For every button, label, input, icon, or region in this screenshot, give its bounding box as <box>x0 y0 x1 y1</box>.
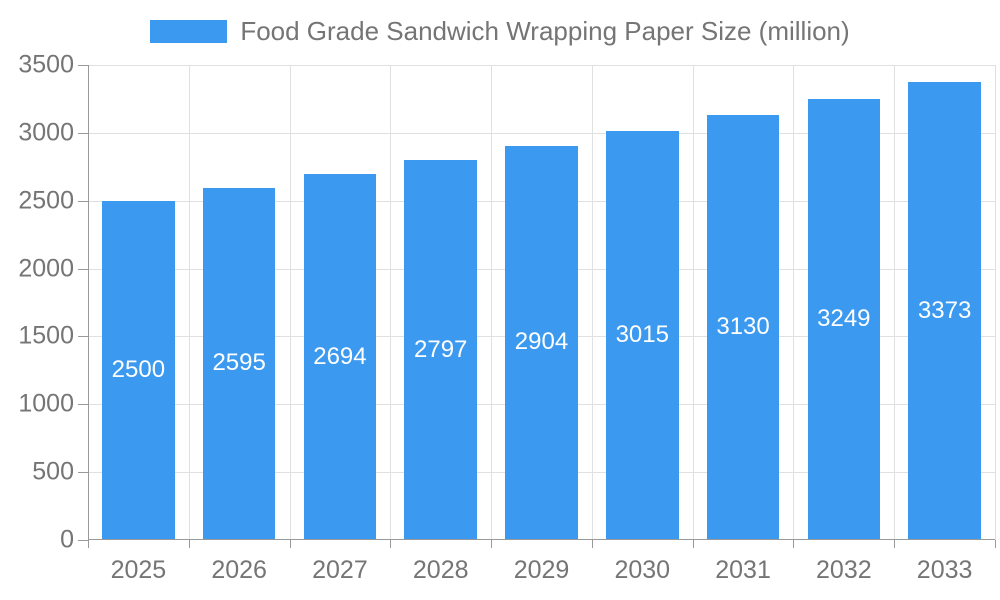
y-tick-label: 2500 <box>18 186 74 215</box>
y-tick-label: 3000 <box>18 118 74 147</box>
bar: 2797 <box>404 160 477 539</box>
plot-area: 2500 2595 2694 2797 2904 3015 3130 3249 3373 <box>78 65 996 548</box>
gridline-v <box>491 65 493 540</box>
bar-value-label: 3373 <box>917 296 972 324</box>
bar: 2500 <box>102 200 175 539</box>
bar-value-label: 2500 <box>111 355 166 383</box>
x-axis-tick <box>289 540 291 548</box>
y-axis-line <box>88 65 89 540</box>
bar: 2595 <box>202 187 276 539</box>
bar-value-label: 2904 <box>514 328 569 356</box>
y-axis-tick <box>78 200 88 202</box>
bar-value-label: 3249 <box>817 305 871 333</box>
gridline-h <box>88 132 995 134</box>
x-axis-tick <box>491 540 493 548</box>
gridline-v <box>289 65 291 540</box>
y-axis-tick <box>78 540 88 541</box>
y-tick-label: 3500 <box>18 50 74 79</box>
y-axis-tick <box>78 65 88 66</box>
gridline-v <box>894 65 896 540</box>
bar: 2904 <box>505 145 578 539</box>
gridline-v <box>188 65 190 540</box>
bar-value-label: 2595 <box>212 349 266 377</box>
x-axis-tick <box>894 540 896 548</box>
x-tick-label: 2030 <box>614 556 671 584</box>
x-axis-tick <box>188 540 190 548</box>
x-axis-tick <box>995 540 996 548</box>
bar: 3015 <box>605 130 679 539</box>
bar: 3130 <box>706 115 780 539</box>
legend-label: Food Grade Sandwich Wrapping Paper Size … <box>240 16 850 46</box>
y-axis-tick <box>78 268 88 270</box>
x-tick-label: 2027 <box>312 556 368 584</box>
y-tick-label: 1000 <box>18 389 74 418</box>
bar-value-label: 2797 <box>414 335 468 363</box>
gridline-v <box>995 65 996 540</box>
bar: 3249 <box>807 99 881 539</box>
x-axis-tick <box>390 540 392 548</box>
gridline-v <box>692 65 694 540</box>
x-tick-label: 2033 <box>916 556 973 584</box>
bar: 2694 <box>303 174 377 539</box>
gridline-v <box>591 65 593 540</box>
x-tick-label: 2032 <box>816 556 872 584</box>
x-axis-tick <box>591 540 593 548</box>
x-tick-label: 2026 <box>211 556 267 584</box>
y-axis-tick <box>78 404 88 406</box>
x-tick-label: 2025 <box>110 556 167 584</box>
legend[interactable]: Food Grade Sandwich Wrapping Paper Size … <box>0 16 1000 47</box>
x-axis-line <box>88 539 995 540</box>
y-axis-tick <box>78 132 88 134</box>
x-tick-label: 2031 <box>715 556 771 584</box>
bar-value-label: 3130 <box>716 313 770 341</box>
x-axis-tick <box>793 540 795 548</box>
bar: 3373 <box>908 82 981 539</box>
gridline-v <box>793 65 795 540</box>
x-axis-tick <box>88 540 89 548</box>
legend-swatch-icon <box>150 20 228 43</box>
x-axis-tick <box>692 540 694 548</box>
y-axis-tick <box>78 472 88 474</box>
y-tick-label: 1500 <box>18 321 74 350</box>
gridline-v <box>390 65 392 540</box>
gridline-h <box>88 65 995 66</box>
y-tick-label: 500 <box>32 457 74 486</box>
y-axis-tick <box>78 336 88 338</box>
x-tick-label: 2029 <box>513 556 570 584</box>
bar-value-label: 2694 <box>313 342 367 370</box>
y-tick-label: 2000 <box>18 254 74 283</box>
x-tick-label: 2028 <box>412 556 469 584</box>
y-tick-label: 0 <box>60 525 74 554</box>
bar-value-label: 3015 <box>615 320 669 348</box>
